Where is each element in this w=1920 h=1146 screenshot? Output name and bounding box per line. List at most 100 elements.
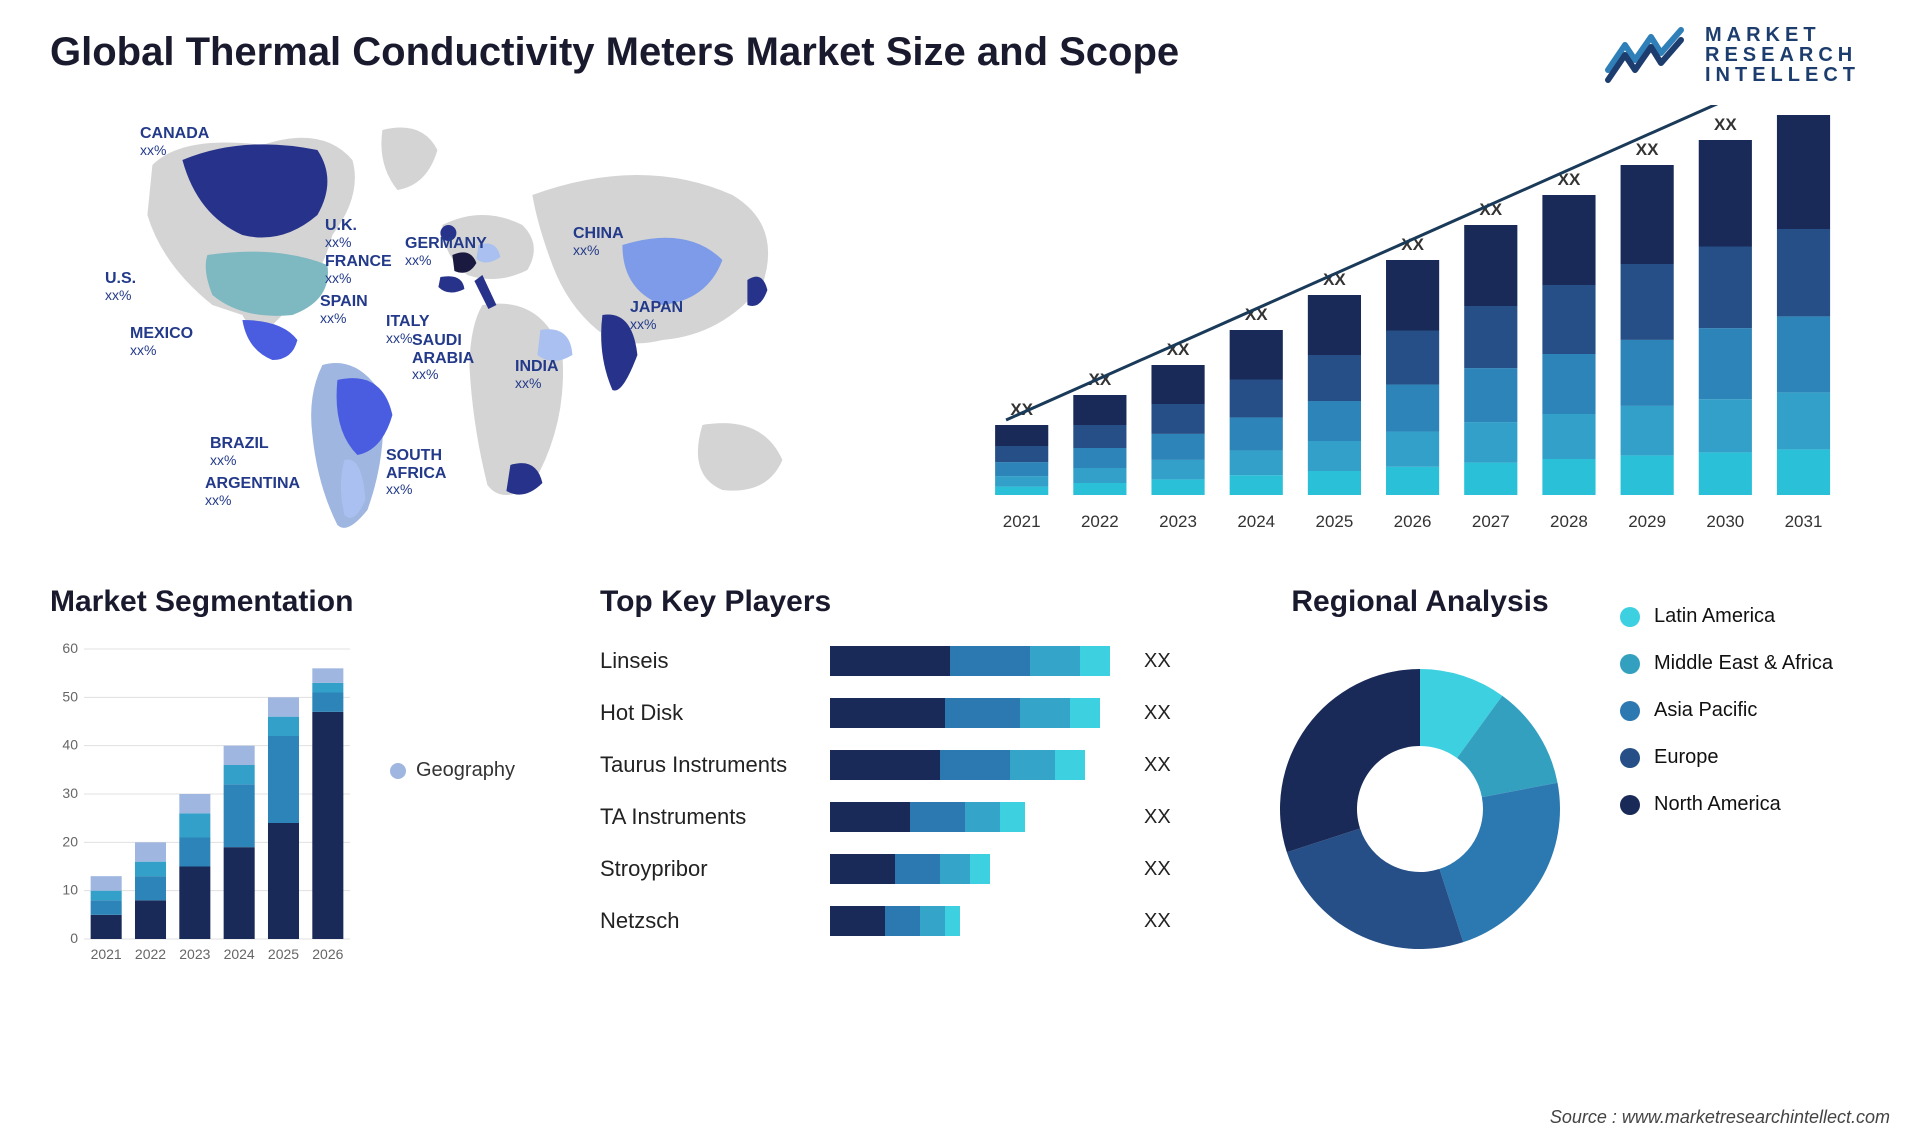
regional-legend-item: Middle East & Africa xyxy=(1620,652,1833,675)
player-bar xyxy=(830,906,1130,936)
map-label: U.K.xx% xyxy=(325,217,357,250)
svg-text:2024: 2024 xyxy=(1237,512,1275,531)
player-value: XX xyxy=(1144,858,1171,881)
segmentation-legend-label: Geography xyxy=(416,759,515,782)
brand-logo-line1: MARKET xyxy=(1705,25,1860,45)
svg-text:30: 30 xyxy=(62,785,78,801)
regional-legend-swatch xyxy=(1620,607,1640,627)
key-players-panel: Top Key Players LinseisXXHot DiskXXTauru… xyxy=(600,575,1220,1035)
regional-legend-item: Latin America xyxy=(1620,605,1833,628)
player-bar xyxy=(830,802,1130,832)
map-label: CHINAxx% xyxy=(573,225,624,258)
svg-text:2021: 2021 xyxy=(91,946,122,962)
regional-legend-swatch xyxy=(1620,701,1640,721)
player-value: XX xyxy=(1144,650,1171,673)
svg-text:2023: 2023 xyxy=(1159,512,1197,531)
svg-text:40: 40 xyxy=(62,737,78,753)
regional-legend-item: Europe xyxy=(1620,746,1833,769)
key-players-title: Top Key Players xyxy=(600,585,1220,619)
player-bar xyxy=(830,750,1130,780)
svg-text:2022: 2022 xyxy=(135,946,166,962)
svg-text:2025: 2025 xyxy=(268,946,299,962)
regional-legend-label: Middle East & Africa xyxy=(1654,652,1833,675)
map-label: SPAINxx% xyxy=(320,293,368,326)
segmentation-legend-swatch xyxy=(390,763,406,779)
svg-text:2026: 2026 xyxy=(1393,512,1431,531)
svg-text:2022: 2022 xyxy=(1081,512,1119,531)
growth-chart-panel: XX2021XX2022XX2023XX2024XX2025XX2026XX20… xyxy=(955,105,1870,545)
player-name: Stroypribor xyxy=(600,856,830,882)
player-row: Linseis XX xyxy=(600,639,1220,683)
player-row: TA Instruments XX xyxy=(600,795,1220,839)
map-label: SAUDIARABIAxx% xyxy=(412,332,474,383)
svg-text:50: 50 xyxy=(62,688,78,704)
player-row: Stroypribor XX xyxy=(600,847,1220,891)
map-label: CANADAxx% xyxy=(140,125,209,158)
svg-text:2024: 2024 xyxy=(224,946,255,962)
regional-legend-item: Asia Pacific xyxy=(1620,699,1833,722)
svg-text:2027: 2027 xyxy=(1472,512,1510,531)
brand-logo: MARKET RESEARCH INTELLECT xyxy=(1603,25,1860,85)
svg-text:XX: XX xyxy=(1636,140,1659,159)
map-label: JAPANxx% xyxy=(630,299,683,332)
svg-text:2028: 2028 xyxy=(1550,512,1588,531)
player-row: Hot Disk XX xyxy=(600,691,1220,735)
svg-text:60: 60 xyxy=(62,640,78,656)
page-title: Global Thermal Conductivity Meters Marke… xyxy=(50,30,1870,75)
svg-text:2031: 2031 xyxy=(1784,512,1822,531)
regional-legend-label: North America xyxy=(1654,793,1781,816)
player-name: Hot Disk xyxy=(600,700,830,726)
map-label: FRANCExx% xyxy=(325,253,392,286)
svg-text:2023: 2023 xyxy=(179,946,210,962)
map-label: MEXICOxx% xyxy=(130,325,193,358)
player-value: XX xyxy=(1144,806,1171,829)
player-name: Linseis xyxy=(600,648,830,674)
regional-legend-label: Asia Pacific xyxy=(1654,699,1757,722)
svg-text:10: 10 xyxy=(62,882,78,898)
segmentation-legend: Geography xyxy=(390,759,515,782)
regional-legend-swatch xyxy=(1620,748,1640,768)
svg-text:2021: 2021 xyxy=(1003,512,1041,531)
map-label: SOUTHAFRICAxx% xyxy=(386,447,446,498)
regional-legend-label: Europe xyxy=(1654,746,1719,769)
regional-legend-label: Latin America xyxy=(1654,605,1775,628)
regional-analysis-panel: Regional Analysis Latin AmericaMiddle Ea… xyxy=(1260,575,1870,1035)
segmentation-panel: Market Segmentation 0 10 20 30 40 50 60 2021 202… xyxy=(50,575,560,1035)
brand-logo-line3: INTELLECT xyxy=(1705,65,1860,85)
brand-logo-line2: RESEARCH xyxy=(1705,45,1860,65)
svg-text:2029: 2029 xyxy=(1628,512,1666,531)
growth-chart-svg: XX2021XX2022XX2023XX2024XX2025XX2026XX20… xyxy=(955,105,1870,545)
svg-text:XX: XX xyxy=(1714,115,1737,134)
world-map-panel: CANADAxx% U.S.xx% MEXICOxx% BRAZILxx% ARGENT… xyxy=(50,105,895,545)
player-row: Netzsch XX xyxy=(600,899,1220,943)
player-value: XX xyxy=(1144,910,1171,933)
player-bar xyxy=(830,646,1130,676)
key-players-list: LinseisXXHot DiskXXTaurus InstrumentsXXT… xyxy=(600,639,1220,943)
regional-donut-svg xyxy=(1260,649,1580,969)
map-label: U.S.xx% xyxy=(105,270,136,303)
player-bar xyxy=(830,854,1130,884)
player-name: TA Instruments xyxy=(600,804,830,830)
player-value: XX xyxy=(1144,702,1171,725)
player-row: Taurus Instruments XX xyxy=(600,743,1220,787)
map-label: GERMANYxx% xyxy=(405,235,487,268)
svg-text:0: 0 xyxy=(70,930,78,946)
svg-text:2025: 2025 xyxy=(1315,512,1353,531)
player-name: Netzsch xyxy=(600,908,830,934)
player-name: Taurus Instruments xyxy=(600,752,830,778)
player-bar xyxy=(830,698,1130,728)
source-attribution: Source : www.marketresearchintellect.com xyxy=(1550,1107,1890,1128)
svg-text:2030: 2030 xyxy=(1706,512,1744,531)
svg-text:2026: 2026 xyxy=(312,946,343,962)
regional-legend: Latin America Middle East & Africa Asia Pa… xyxy=(1620,605,1833,1035)
segmentation-title: Market Segmentation xyxy=(50,585,560,619)
map-label: ARGENTINAxx% xyxy=(205,475,300,508)
regional-legend-swatch xyxy=(1620,654,1640,674)
map-label: BRAZILxx% xyxy=(210,435,269,468)
segmentation-chart-svg: 0 10 20 30 40 50 60 2021 2022 2023 2024 2025 2026 xyxy=(50,639,360,969)
svg-text:XX: XX xyxy=(1792,105,1815,109)
brand-logo-mark xyxy=(1603,25,1693,85)
svg-text:20: 20 xyxy=(62,833,78,849)
regional-legend-swatch xyxy=(1620,795,1640,815)
player-value: XX xyxy=(1144,754,1171,777)
